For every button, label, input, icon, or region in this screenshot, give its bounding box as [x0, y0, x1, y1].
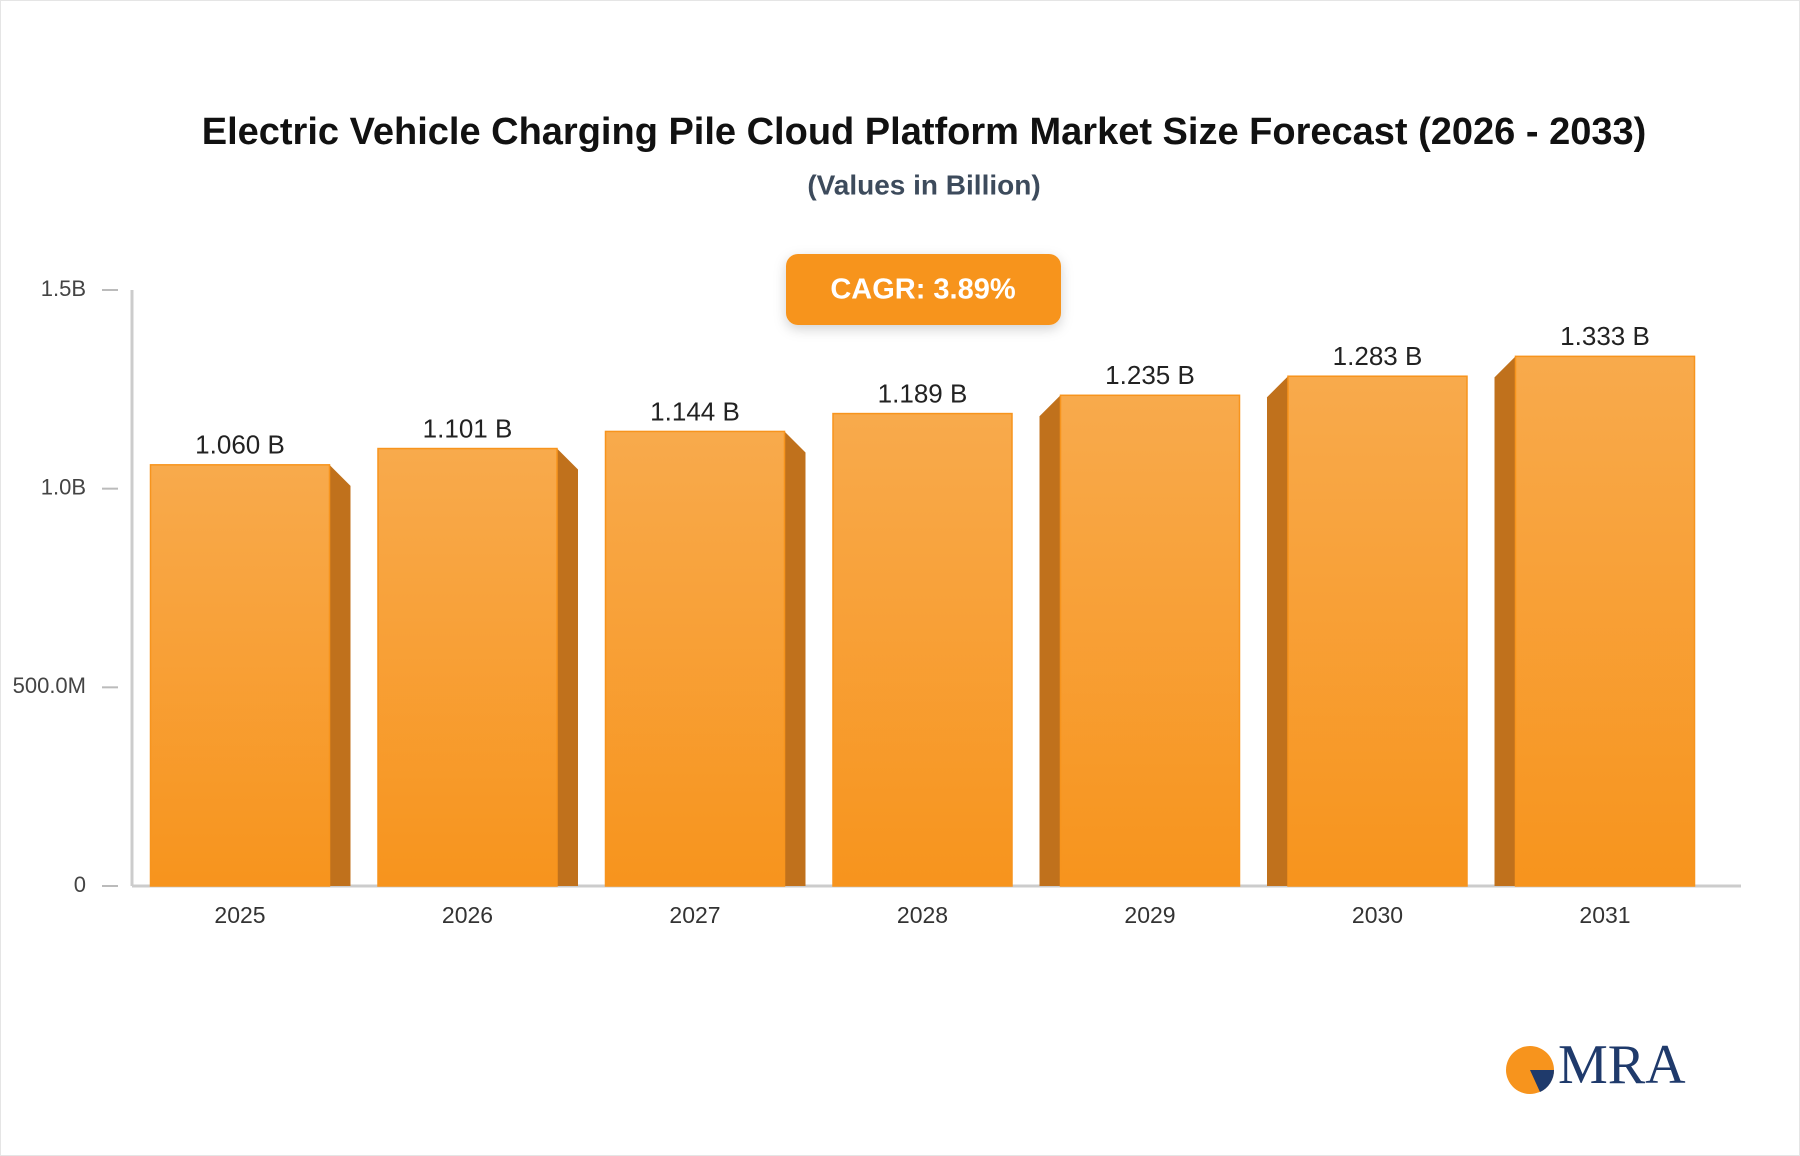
bar — [1514, 355, 1696, 887]
y-tick-label: 1.5B — [41, 276, 86, 301]
y-tick-label: 500.0M — [13, 673, 86, 698]
bar-side — [1039, 395, 1061, 886]
bar — [832, 412, 1013, 887]
x-tick-label: 2029 — [1124, 902, 1175, 928]
cagr-box — [786, 254, 1061, 325]
y-tick-label: 0 — [74, 872, 86, 897]
bar-side — [1494, 356, 1516, 886]
value-label: 1.333 B — [1560, 321, 1650, 351]
bar-side — [329, 464, 351, 886]
bar-side — [1267, 376, 1288, 886]
value-label: 1.283 B — [1333, 341, 1423, 371]
chart-title: Electric Vehicle Charging Pile Cloud Pla… — [202, 111, 1647, 153]
value-label: 1.235 B — [1105, 360, 1195, 390]
bar — [604, 430, 786, 887]
value-label: 1.144 B — [650, 396, 740, 426]
value-label: 1.060 B — [195, 430, 285, 460]
x-tick-label: 2025 — [214, 902, 265, 928]
bar — [1059, 394, 1241, 887]
x-tick-label: 2027 — [669, 902, 720, 928]
x-tick-label: 2030 — [1352, 902, 1403, 928]
cagr-label: CAGR: 3.89% — [830, 274, 1016, 306]
x-tick-label: 2028 — [897, 902, 948, 928]
bar — [149, 464, 331, 887]
logo: MRA — [1506, 1034, 1686, 1096]
bar-side — [784, 431, 806, 886]
x-tick-label: 2026 — [442, 902, 493, 928]
logo-text: MRA — [1558, 1034, 1686, 1096]
value-label: 1.189 B — [878, 378, 968, 408]
bar — [377, 447, 558, 887]
chart-subtitle: (Values in Billion) — [807, 169, 1040, 200]
x-tick-label: 2031 — [1579, 902, 1630, 928]
logo-slice — [1530, 1070, 1555, 1092]
bar-side — [557, 448, 578, 886]
y-tick-label: 1.0B — [41, 474, 86, 499]
bar — [1287, 375, 1468, 887]
cagr-badge — [786, 254, 1061, 325]
value-label: 1.101 B — [423, 413, 513, 443]
